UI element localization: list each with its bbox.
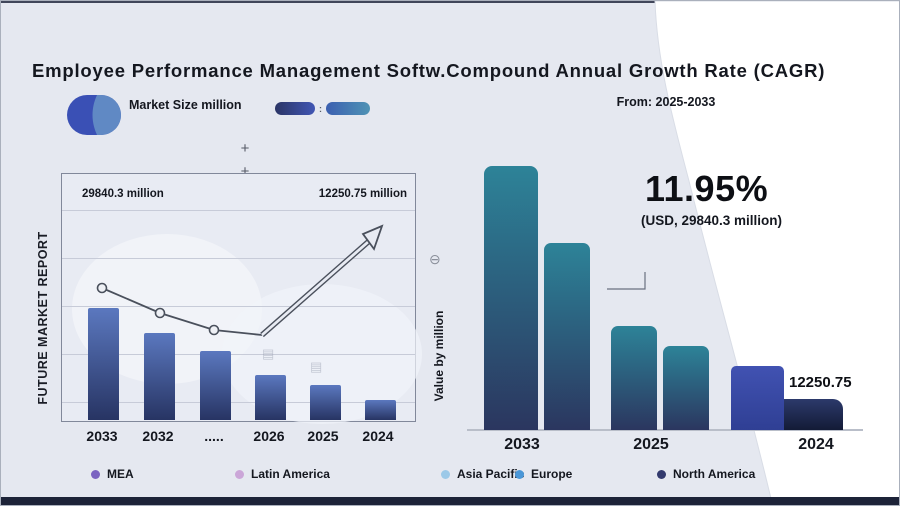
right-bar-2024-primary	[731, 366, 784, 430]
bar-value-annotation: 12250.75	[789, 374, 852, 391]
plus-marks: + +	[235, 137, 255, 183]
trend-line-arrow	[96, 224, 384, 338]
usd-note: (USD, 29840.3 million)	[641, 213, 783, 228]
right-bar-2033-primary	[484, 166, 538, 430]
gridline	[62, 402, 415, 403]
gridline	[62, 354, 415, 355]
market-size-label: Market Size million	[129, 98, 242, 112]
right-bar-2025-secondary	[663, 346, 709, 430]
legend-label: Latin America	[251, 467, 330, 481]
plus-icon: +	[240, 163, 250, 180]
legend-marker-icon	[657, 469, 666, 479]
legend-item-europe: Europe	[515, 467, 572, 481]
left-bars-group	[62, 174, 415, 421]
left-bar-2033	[88, 308, 119, 420]
cagr-value: 11.95%	[645, 168, 769, 209]
legend-item-asia-pacific: Asia Pacific	[441, 467, 524, 481]
x-label-right: 2025	[633, 436, 669, 453]
x-label-left: 2024	[362, 428, 394, 444]
table-watermark-icon: ▤	[310, 359, 323, 374]
pill-teal-icon	[326, 102, 370, 115]
left-bar-2025	[310, 385, 341, 420]
header-pills: :	[275, 102, 370, 115]
gridline	[62, 258, 415, 259]
legend-label: MEA	[107, 467, 134, 481]
left-bar-2026	[255, 375, 286, 420]
end-value-label: 12250.75 million	[318, 188, 407, 200]
right-axis-baseline	[467, 429, 863, 431]
right-bar-2033-secondary	[544, 243, 590, 430]
x-label-left: 2032	[142, 428, 174, 444]
gridline	[62, 210, 415, 211]
brand-logo-icon	[67, 95, 121, 135]
legend-item-north-america: North America	[657, 467, 755, 481]
top-border-line	[1, 1, 899, 3]
x-label-left: .....	[204, 428, 224, 444]
start-value-label: 29840.3 million	[82, 188, 164, 200]
callout-elbow-line	[607, 272, 646, 290]
gridline	[62, 306, 415, 307]
right-bar-2025-primary	[611, 326, 657, 430]
legend-marker-icon	[235, 469, 244, 479]
legend-label: Europe	[531, 467, 573, 481]
x-label-left: 2025	[307, 428, 339, 444]
left-bar-2032	[144, 333, 175, 420]
bottom-strip	[1, 497, 899, 505]
date-range-label: From: 2025-2033	[616, 95, 716, 109]
legend-label: North America	[673, 467, 756, 481]
pill-dark-icon	[275, 102, 315, 115]
left-chart-panel: 29840.3 million 12250.75 million ▤ ▤	[61, 173, 422, 424]
left-bar-.....	[200, 351, 231, 420]
pill-separator: :	[319, 103, 322, 114]
legend-marker-icon	[515, 469, 524, 479]
x-label-right: 2024	[798, 436, 834, 453]
legend-label: Asia Pacific	[457, 467, 525, 481]
plus-icon: +	[240, 140, 250, 157]
x-label-right: 2033	[504, 436, 540, 453]
page-title: Employee Performance Management Softw.Co…	[32, 60, 826, 81]
legend-marker-icon	[91, 469, 100, 479]
left-bar-2024	[365, 400, 396, 420]
x-label-left: 2026	[253, 428, 285, 444]
legend-item-mea: MEA	[91, 467, 134, 481]
circle-minus-icon: ⊖	[429, 251, 441, 267]
legend-item-latin-america: Latin America	[235, 467, 330, 481]
legend-marker-icon	[441, 469, 450, 479]
x-label-left: 2033	[86, 428, 118, 444]
table-watermark-icon: ▤	[262, 346, 275, 361]
